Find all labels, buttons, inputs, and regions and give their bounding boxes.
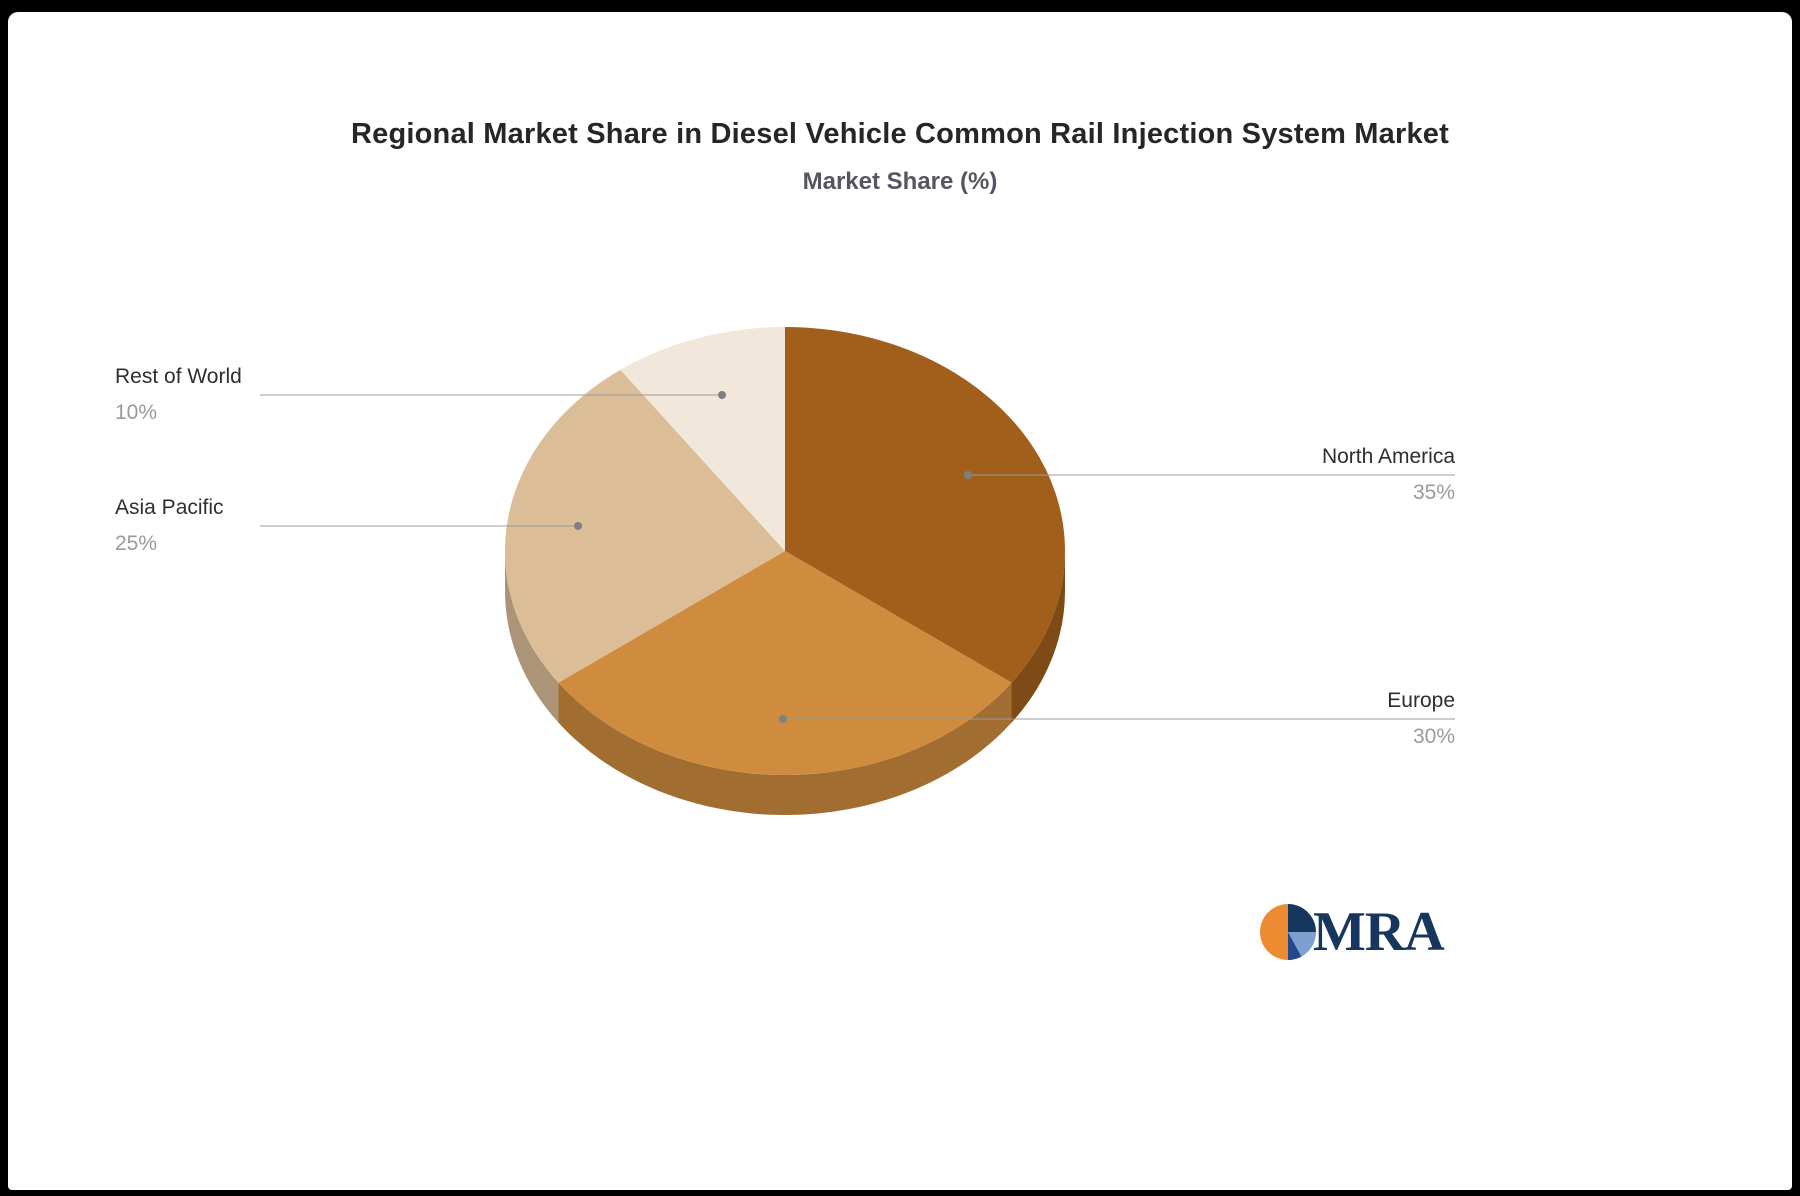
chart-title: Regional Market Share in Diesel Vehicle … xyxy=(350,118,1449,150)
slice-label: Rest of World xyxy=(115,365,242,388)
slice-label: Asia Pacific xyxy=(115,496,224,519)
mra-logo: MRA xyxy=(1258,901,1445,963)
callout-asia-pacific: Asia Pacific 25% xyxy=(115,495,435,557)
slice-percentage: 25% xyxy=(115,532,158,555)
callout-europe: Europe 30% xyxy=(1135,688,1455,750)
mra-logo-text: MRA xyxy=(1313,901,1445,963)
slice-percentage: 30% xyxy=(1412,725,1455,748)
slice-label: North America xyxy=(1321,445,1455,468)
slice-label: Europe xyxy=(1387,689,1455,712)
chart-subtitle: Market Share (%) xyxy=(802,168,998,195)
callout-rest-of-world: Rest of World 10% xyxy=(115,364,435,426)
mra-logo-mark-icon xyxy=(1260,904,1317,961)
callout-north-america: North America 35% xyxy=(1135,444,1455,506)
slice-percentage: 35% xyxy=(1412,481,1455,504)
slice-percentage: 10% xyxy=(115,401,158,424)
